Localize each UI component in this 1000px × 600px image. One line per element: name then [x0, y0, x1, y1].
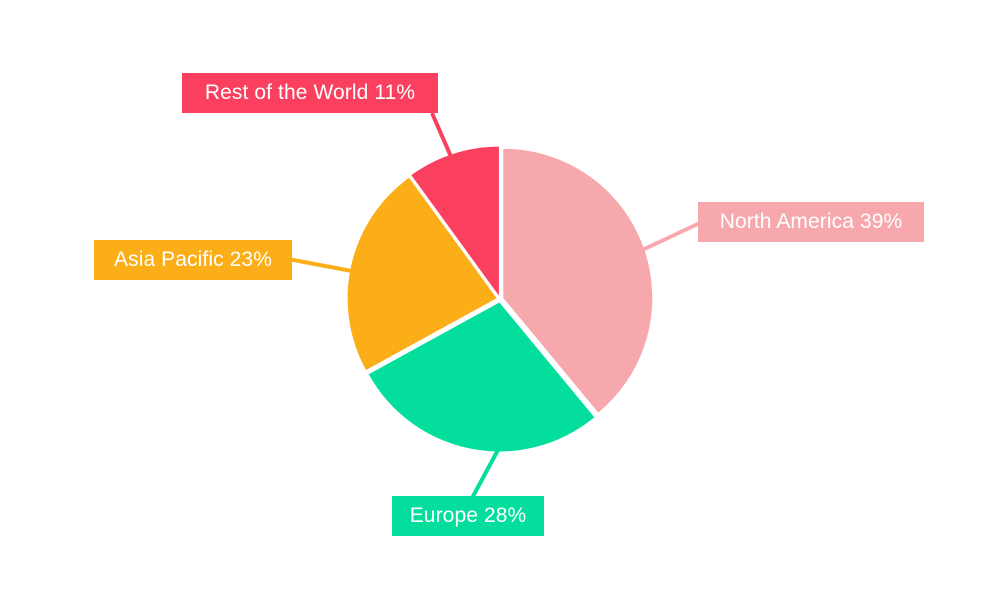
slice-label-rest-of-world[interactable]: Rest of the World 11% [182, 73, 438, 113]
leader-line-rest-of-world [430, 112, 454, 160]
slice-label-europe-text: Europe 28% [409, 504, 527, 527]
slice-label-asia-pacific-text: Asia Pacific 23% [113, 248, 272, 271]
slice-label-rest-of-world-text: Rest of the World 11% [204, 81, 416, 104]
slice-label-north-america-text: North America 39% [719, 210, 903, 233]
leader-line-europe [469, 447, 501, 501]
pie-slice-europe[interactable] [368, 302, 595, 452]
pie-slice-rest-of-the-world[interactable] [411, 146, 499, 296]
pie-slice-north-america[interactable] [503, 148, 653, 413]
slice-label-north-america[interactable]: North America 39% [698, 202, 924, 242]
leader-line-asia-pacific [287, 257, 358, 274]
leader-line-north-america [637, 220, 703, 254]
pie-slice-group [347, 146, 653, 452]
slice-label-europe[interactable]: Europe 28% [392, 496, 544, 536]
slice-label-asia-pacific[interactable]: Asia Pacific 23% [94, 240, 292, 280]
pie-slice-asia-pacific[interactable] [347, 177, 497, 371]
